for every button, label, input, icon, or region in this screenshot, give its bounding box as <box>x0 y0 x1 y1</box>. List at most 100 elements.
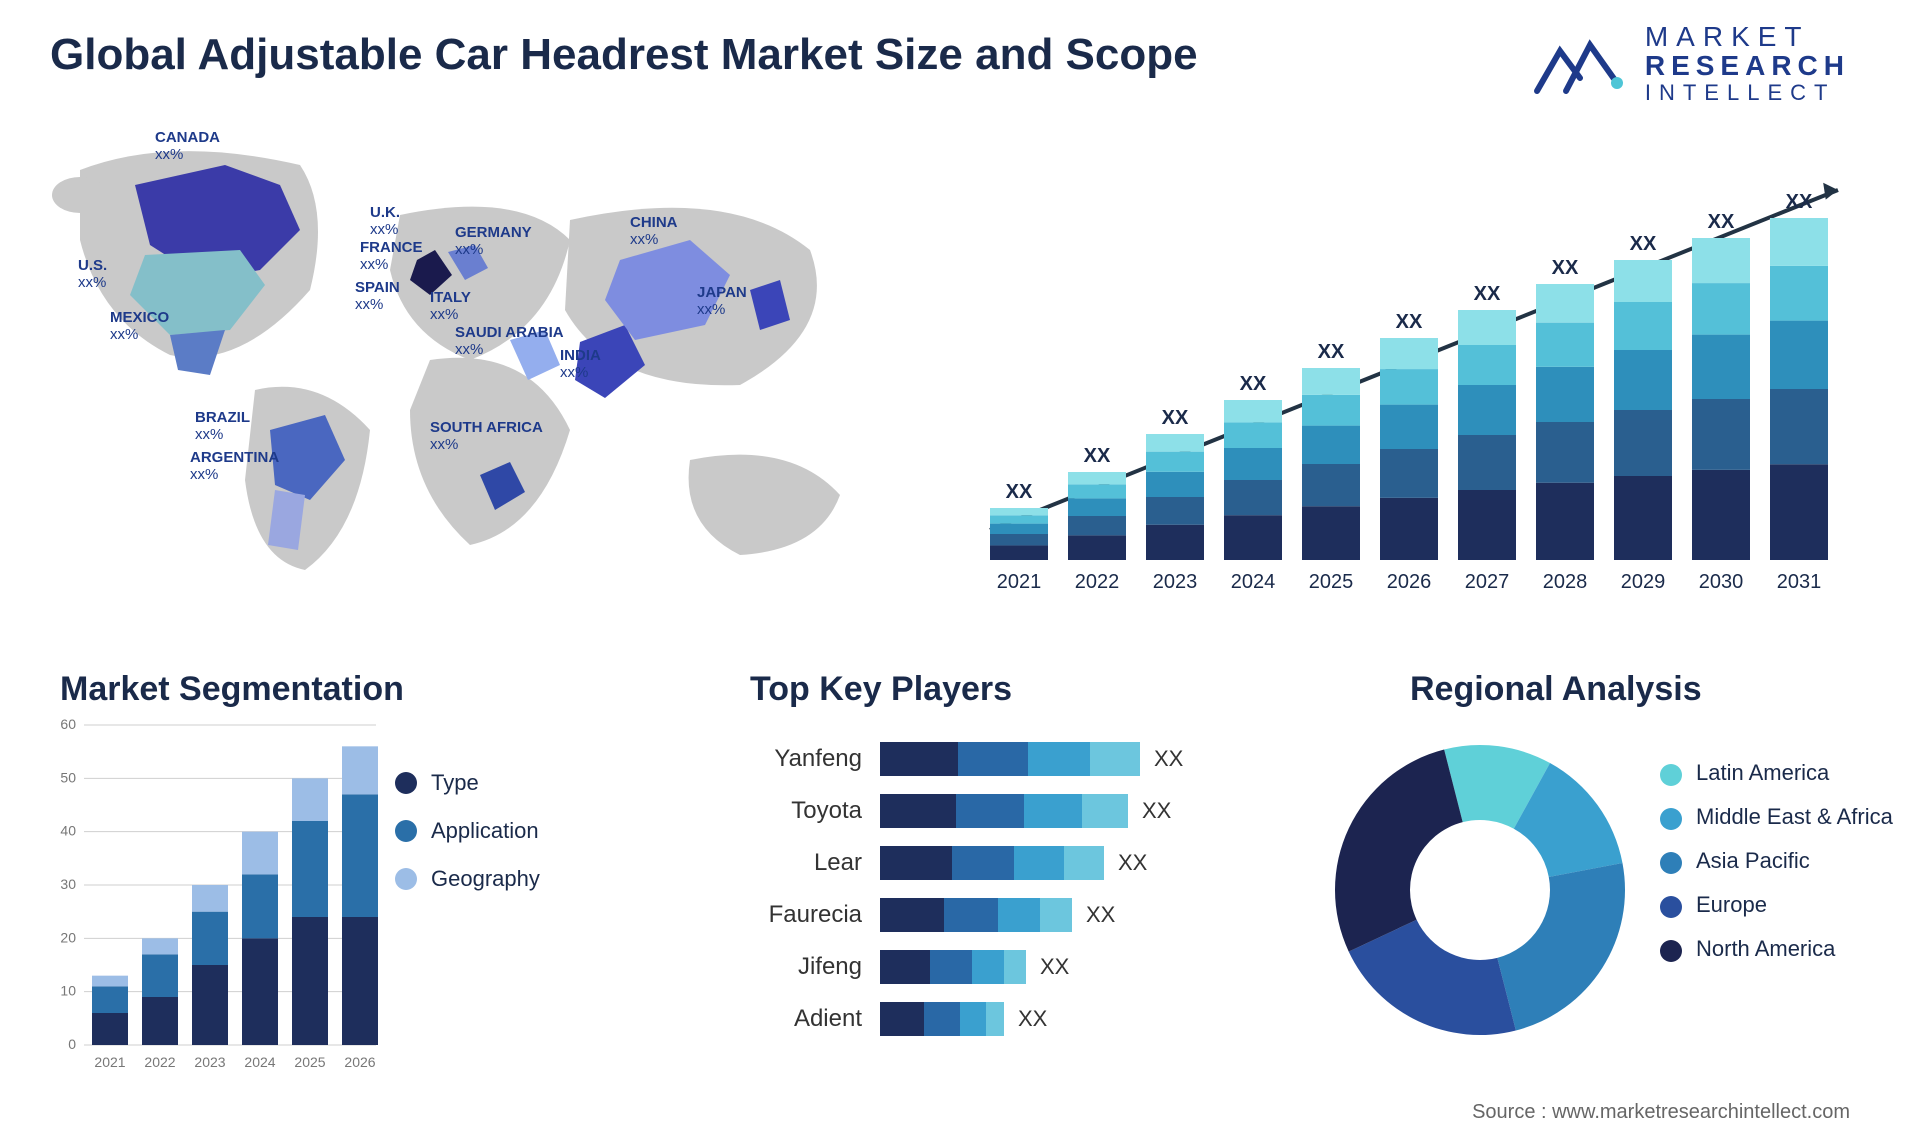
legend-item: Type <box>395 770 540 796</box>
player-value: XX <box>1128 798 1171 824</box>
segmentation-legend: Type Application Geography <box>395 770 540 914</box>
player-name: Adient <box>750 1005 880 1033</box>
legend-label: Middle East & Africa <box>1696 804 1893 830</box>
legend-item: Europe <box>1660 892 1893 918</box>
svg-text:XX: XX <box>1006 481 1033 503</box>
svg-text:2028: 2028 <box>1543 571 1588 593</box>
svg-text:2029: 2029 <box>1621 571 1666 593</box>
player-bar <box>880 846 1104 880</box>
player-bar <box>880 794 1128 828</box>
logo-line1: MARKET <box>1645 22 1850 51</box>
svg-text:2021: 2021 <box>94 1054 125 1070</box>
svg-text:2031: 2031 <box>1777 571 1822 593</box>
svg-text:30: 30 <box>60 876 76 892</box>
map-label: CHINAxx% <box>630 215 678 248</box>
svg-text:XX: XX <box>1630 233 1657 255</box>
player-value: XX <box>1072 902 1115 928</box>
map-label: U.K.xx% <box>370 205 400 238</box>
svg-text:2022: 2022 <box>144 1054 175 1070</box>
regional-title: Regional Analysis <box>1410 670 1702 709</box>
svg-text:20: 20 <box>60 929 76 945</box>
svg-text:XX: XX <box>1396 311 1423 333</box>
legend-swatch <box>1660 940 1682 962</box>
legend-item: Middle East & Africa <box>1660 804 1893 830</box>
svg-text:2023: 2023 <box>1153 571 1198 593</box>
legend-item: North America <box>1660 936 1893 962</box>
map-label: INDIAxx% <box>560 348 601 381</box>
player-bar <box>880 1002 1004 1036</box>
map-label: ARGENTINAxx% <box>190 450 279 483</box>
map-label: CANADAxx% <box>155 130 220 163</box>
svg-text:10: 10 <box>60 983 76 999</box>
legend-label: Asia Pacific <box>1696 848 1810 874</box>
legend-label: Type <box>431 770 479 796</box>
page-title: Global Adjustable Car Headrest Market Si… <box>50 30 1198 80</box>
player-row: JifengXX <box>750 948 1280 986</box>
segmentation-title: Market Segmentation <box>60 670 404 709</box>
svg-text:XX: XX <box>1552 257 1579 279</box>
map-label: BRAZILxx% <box>195 410 250 443</box>
map-label: FRANCExx% <box>360 240 423 273</box>
svg-text:2027: 2027 <box>1465 571 1510 593</box>
svg-text:2024: 2024 <box>244 1054 275 1070</box>
svg-text:2024: 2024 <box>1231 571 1276 593</box>
svg-text:2026: 2026 <box>344 1054 375 1070</box>
regional-donut <box>1330 740 1630 1040</box>
map-label: SAUDI ARABIAxx% <box>455 325 564 358</box>
logo-line3: INTELLECT <box>1645 81 1850 104</box>
map-label: SPAINxx% <box>355 280 400 313</box>
svg-text:2021: 2021 <box>997 571 1042 593</box>
world-map: CANADAxx% U.S.xx%MEXICOxx% BRAZILxx% ARGENT… <box>50 130 920 630</box>
map-label: MEXICOxx% <box>110 310 169 343</box>
svg-text:XX: XX <box>1474 283 1501 305</box>
map-label: JAPANxx% <box>697 285 747 318</box>
map-label: ITALYxx% <box>430 290 471 323</box>
growth-bar-chart: XX 2021 XX 2022 XX 2023 XX 2024 XX 2025 XX 2026 XX 20… <box>980 140 1850 620</box>
player-row: ToyotaXX <box>750 792 1280 830</box>
map-label: U.S.xx% <box>78 258 107 291</box>
player-value: XX <box>1104 850 1147 876</box>
svg-text:XX: XX <box>1162 407 1189 429</box>
source-text: Source : www.marketresearchintellect.com <box>1472 1101 1850 1124</box>
legend-swatch <box>1660 808 1682 830</box>
logo-icon <box>1532 23 1627 103</box>
player-row: FaureciaXX <box>750 896 1280 934</box>
brand-logo: MARKET RESEARCH INTELLECT <box>1532 22 1850 104</box>
svg-text:XX: XX <box>1240 373 1267 395</box>
player-value: XX <box>1140 746 1183 772</box>
segmentation-chart: 0102030405060202120222023202420252026 <box>50 715 380 1075</box>
player-value: XX <box>1004 1006 1047 1032</box>
legend-label: Geography <box>431 866 540 892</box>
player-bar <box>880 742 1140 776</box>
legend-item: Latin America <box>1660 760 1893 786</box>
players-title: Top Key Players <box>750 670 1012 709</box>
player-bar <box>880 950 1026 984</box>
svg-text:XX: XX <box>1786 191 1813 213</box>
logo-line2: RESEARCH <box>1645 51 1850 80</box>
player-value: XX <box>1026 954 1069 980</box>
player-bar <box>880 898 1072 932</box>
player-name: Yanfeng <box>750 745 880 773</box>
legend-swatch <box>1660 852 1682 874</box>
legend-item: Asia Pacific <box>1660 848 1893 874</box>
legend-label: Europe <box>1696 892 1767 918</box>
map-label: GERMANYxx% <box>455 225 532 258</box>
svg-text:2030: 2030 <box>1699 571 1744 593</box>
svg-text:2023: 2023 <box>194 1054 225 1070</box>
svg-text:0: 0 <box>68 1036 76 1052</box>
svg-text:50: 50 <box>60 769 76 785</box>
svg-text:XX: XX <box>1318 341 1345 363</box>
svg-text:2022: 2022 <box>1075 571 1120 593</box>
svg-text:2025: 2025 <box>1309 571 1354 593</box>
legend-item: Geography <box>395 866 540 892</box>
legend-label: Latin America <box>1696 760 1829 786</box>
player-row: Adient XX <box>750 1000 1280 1038</box>
player-row: Yanfeng XX <box>750 740 1280 778</box>
player-row: LearXX <box>750 844 1280 882</box>
svg-text:2026: 2026 <box>1387 571 1432 593</box>
svg-text:2025: 2025 <box>294 1054 325 1070</box>
legend-label: Application <box>431 818 539 844</box>
svg-text:40: 40 <box>60 823 76 839</box>
legend-swatch <box>395 772 417 794</box>
svg-text:XX: XX <box>1708 211 1735 233</box>
